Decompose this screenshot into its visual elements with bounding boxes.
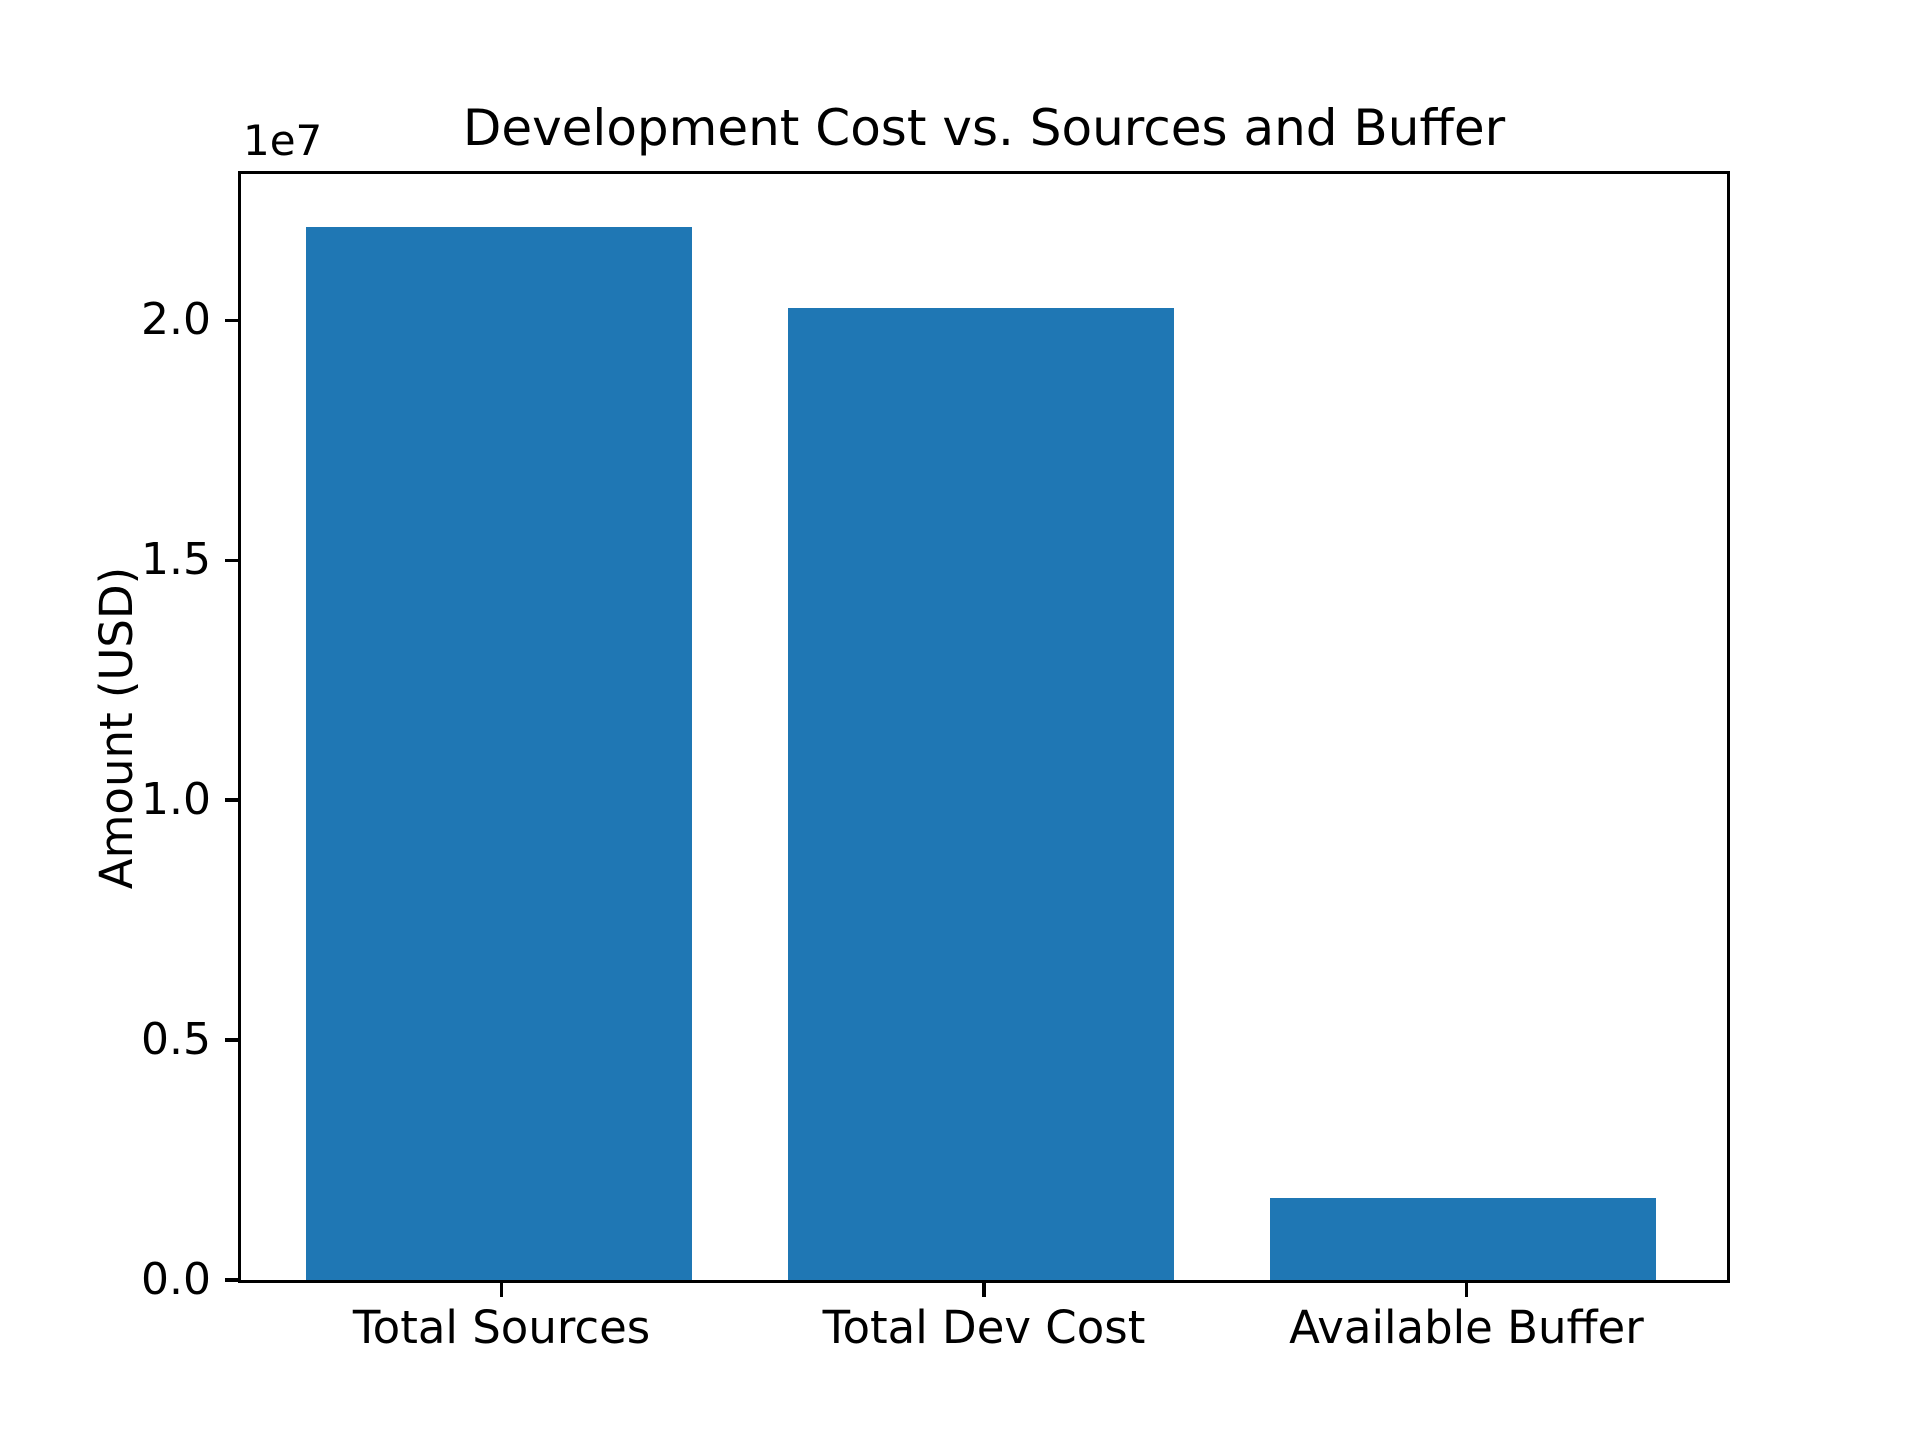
y-tick-mark [225, 318, 240, 323]
chart-title: Development Cost vs. Sources and Buffer [462, 99, 1506, 157]
x-tick-mark [982, 1282, 986, 1297]
y-tick-mark [225, 798, 240, 802]
y-tick-label: 2.0 [141, 294, 211, 346]
x-tick-label-total-sources: Total Sources [352, 1301, 651, 1354]
bar-available-buffer [1270, 1198, 1657, 1280]
y-tick-mark [225, 558, 240, 562]
plot-area [238, 171, 1730, 1283]
y-tick-label: 1.0 [141, 774, 211, 826]
y-tick-mark [225, 1038, 240, 1042]
bar-total-dev-cost [788, 308, 1174, 1280]
x-tick-mark [499, 1282, 504, 1297]
y-tick-label: 0.5 [141, 1014, 211, 1066]
y-tick-label: 1.5 [141, 534, 211, 586]
bar-total-sources [305, 226, 692, 1280]
y-tick-mark [225, 1278, 240, 1282]
y-axis-offset-label: 1e7 [243, 116, 323, 165]
x-tick-label-available-buffer: Available Buffer [1289, 1301, 1644, 1354]
x-tick-label-total-dev-cost: Total Dev Cost [822, 1301, 1146, 1354]
y-tick-label: 0.0 [141, 1254, 211, 1305]
y-axis-label: Amount (USD) [90, 566, 143, 890]
x-tick-mark [1464, 1282, 1469, 1297]
